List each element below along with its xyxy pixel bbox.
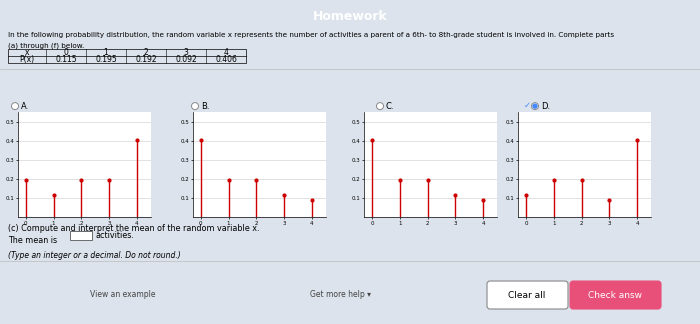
Text: Homework: Homework [313, 9, 387, 23]
Text: activities.: activities. [96, 231, 135, 240]
Text: ✓: ✓ [524, 101, 531, 110]
Text: Get more help ▾: Get more help ▾ [310, 290, 371, 298]
Text: x: x [25, 48, 29, 57]
Text: 1: 1 [104, 48, 108, 57]
Text: Check answ: Check answ [588, 291, 642, 299]
Text: Clear all: Clear all [508, 291, 546, 299]
Text: 0: 0 [64, 48, 69, 57]
FancyBboxPatch shape [487, 281, 568, 309]
Text: 0.092: 0.092 [175, 55, 197, 64]
Circle shape [531, 103, 538, 110]
Text: C.: C. [386, 102, 395, 110]
Text: 3: 3 [183, 48, 188, 57]
Text: D.: D. [541, 102, 550, 110]
Bar [8, 49, 246, 63]
Text: View an example: View an example [90, 290, 155, 298]
FancyBboxPatch shape [570, 281, 661, 309]
Text: (c) Compute and interpret the mean of the random variable x.: (c) Compute and interpret the mean of th… [8, 224, 260, 233]
Text: P(x): P(x) [20, 55, 34, 64]
Text: 0.115: 0.115 [55, 55, 77, 64]
Text: (Type an integer or a decimal. Do not round.): (Type an integer or a decimal. Do not ro… [8, 251, 181, 260]
Circle shape [11, 103, 18, 110]
Text: A.: A. [21, 102, 29, 110]
Text: B.: B. [201, 102, 209, 110]
Text: 0.192: 0.192 [135, 55, 157, 64]
Text: 4: 4 [223, 48, 228, 57]
Text: (a) through (f) below.: (a) through (f) below. [8, 42, 84, 49]
Circle shape [377, 103, 384, 110]
Text: The mean is: The mean is [8, 236, 57, 245]
Circle shape [192, 103, 199, 110]
Bar [70, 231, 92, 240]
Text: In the following probability distribution, the random variable x represents the : In the following probability distributio… [8, 32, 614, 38]
Text: 0.406: 0.406 [215, 55, 237, 64]
Circle shape [533, 104, 537, 108]
Text: 0.195: 0.195 [95, 55, 117, 64]
Text: 2: 2 [144, 48, 148, 57]
